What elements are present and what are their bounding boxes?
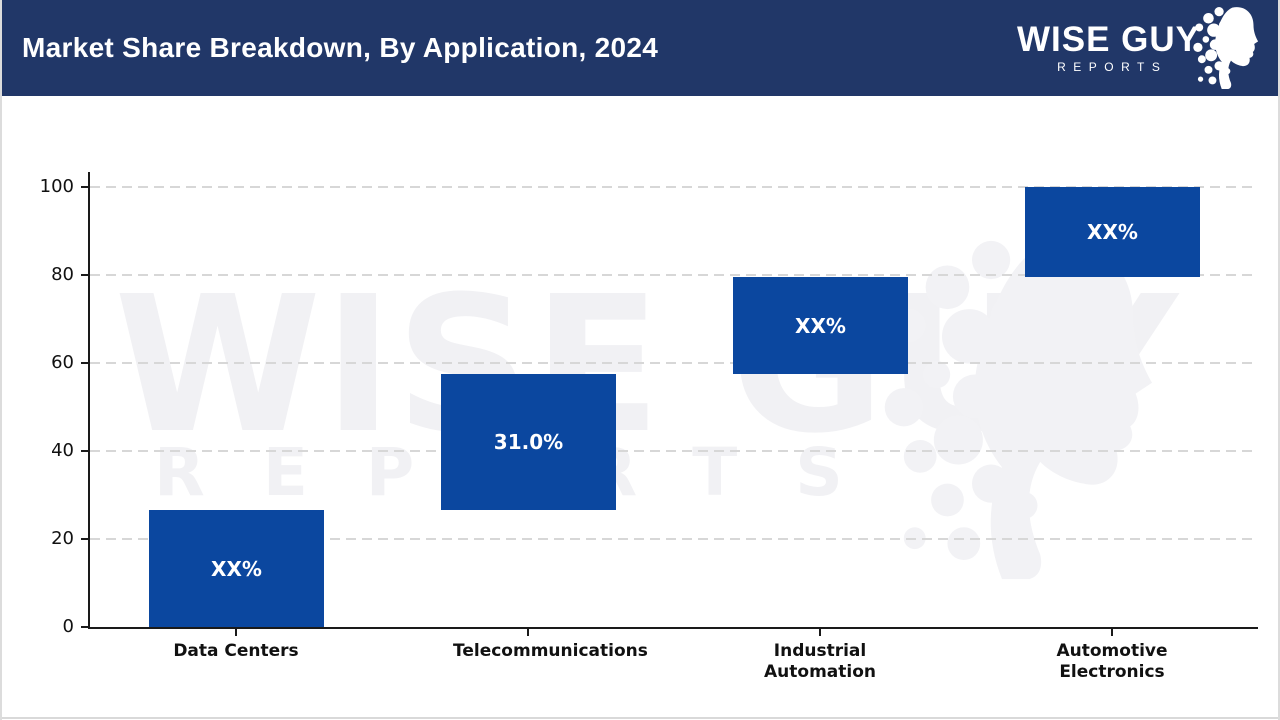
logo-text: WISE GUY REPORTS [1017, 22, 1200, 74]
y-tickmark-40 [81, 450, 88, 452]
bar-value-label: XX% [1087, 220, 1138, 244]
bar-automotive-electronics: XX% [1025, 187, 1200, 277]
logo-subtext: REPORTS [1057, 60, 1168, 74]
y-tick-label-60: 60 [51, 352, 74, 373]
chart-title: Market Share Breakdown, By Application, … [22, 32, 659, 63]
y-tick-label-40: 40 [51, 440, 74, 461]
y-axis-line [88, 172, 90, 629]
logo-head-icon [1193, 6, 1259, 90]
gridline-20 [90, 538, 1258, 540]
x-axis-line [88, 627, 1258, 629]
gridline-60 [90, 362, 1258, 364]
x-category-label-3: Industrial Automation [764, 641, 876, 682]
x-tickmark-2 [527, 629, 529, 636]
y-tickmark-60 [81, 362, 88, 364]
y-tickmark-100 [81, 186, 88, 188]
bottom-border [2, 717, 1278, 719]
gridline-80 [90, 274, 1258, 276]
x-category-label-2: Telecommunications [453, 641, 648, 661]
y-tick-label-80: 80 [51, 264, 74, 285]
gridline-100 [90, 186, 1258, 188]
gridline-40 [90, 450, 1258, 452]
bar-value-label: 31.0% [493, 430, 564, 454]
bar-industrial-automation: XX% [733, 277, 908, 374]
x-tickmark-4 [1111, 629, 1113, 636]
bar-value-label: XX% [211, 556, 262, 581]
y-tickmark-20 [81, 538, 88, 540]
header-bar: Market Share Breakdown, By Application, … [2, 0, 1278, 96]
x-tickmark-1 [235, 629, 237, 636]
x-tickmark-3 [819, 629, 821, 636]
y-tickmark-80 [81, 274, 88, 276]
logo-wordmark: WISE GUY [1016, 20, 1200, 59]
y-tick-label-100: 100 [39, 176, 74, 197]
bar-telecommunications: 31.0% [441, 374, 616, 510]
y-tick-label-0: 0 [62, 616, 74, 637]
x-category-label-4: Automotive Electronics [1056, 641, 1168, 682]
bar-value-label: XX% [795, 313, 846, 338]
wise-guy-logo: WISE GUY REPORTS [1017, 5, 1266, 91]
y-tickmark-0 [81, 626, 88, 628]
y-tick-label-20: 20 [51, 528, 74, 549]
bar-data-centers: XX% [149, 510, 324, 627]
x-category-label-1: Data Centers [173, 641, 299, 661]
